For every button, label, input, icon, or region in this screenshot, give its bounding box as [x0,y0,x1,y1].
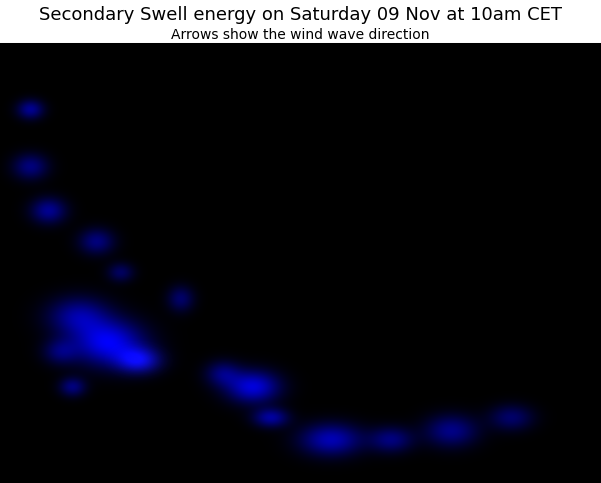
Text: Arrows show the wind wave direction: Arrows show the wind wave direction [171,28,430,42]
Text: Secondary Swell energy on Saturday 09 Nov at 10am CET: Secondary Swell energy on Saturday 09 No… [39,6,562,24]
